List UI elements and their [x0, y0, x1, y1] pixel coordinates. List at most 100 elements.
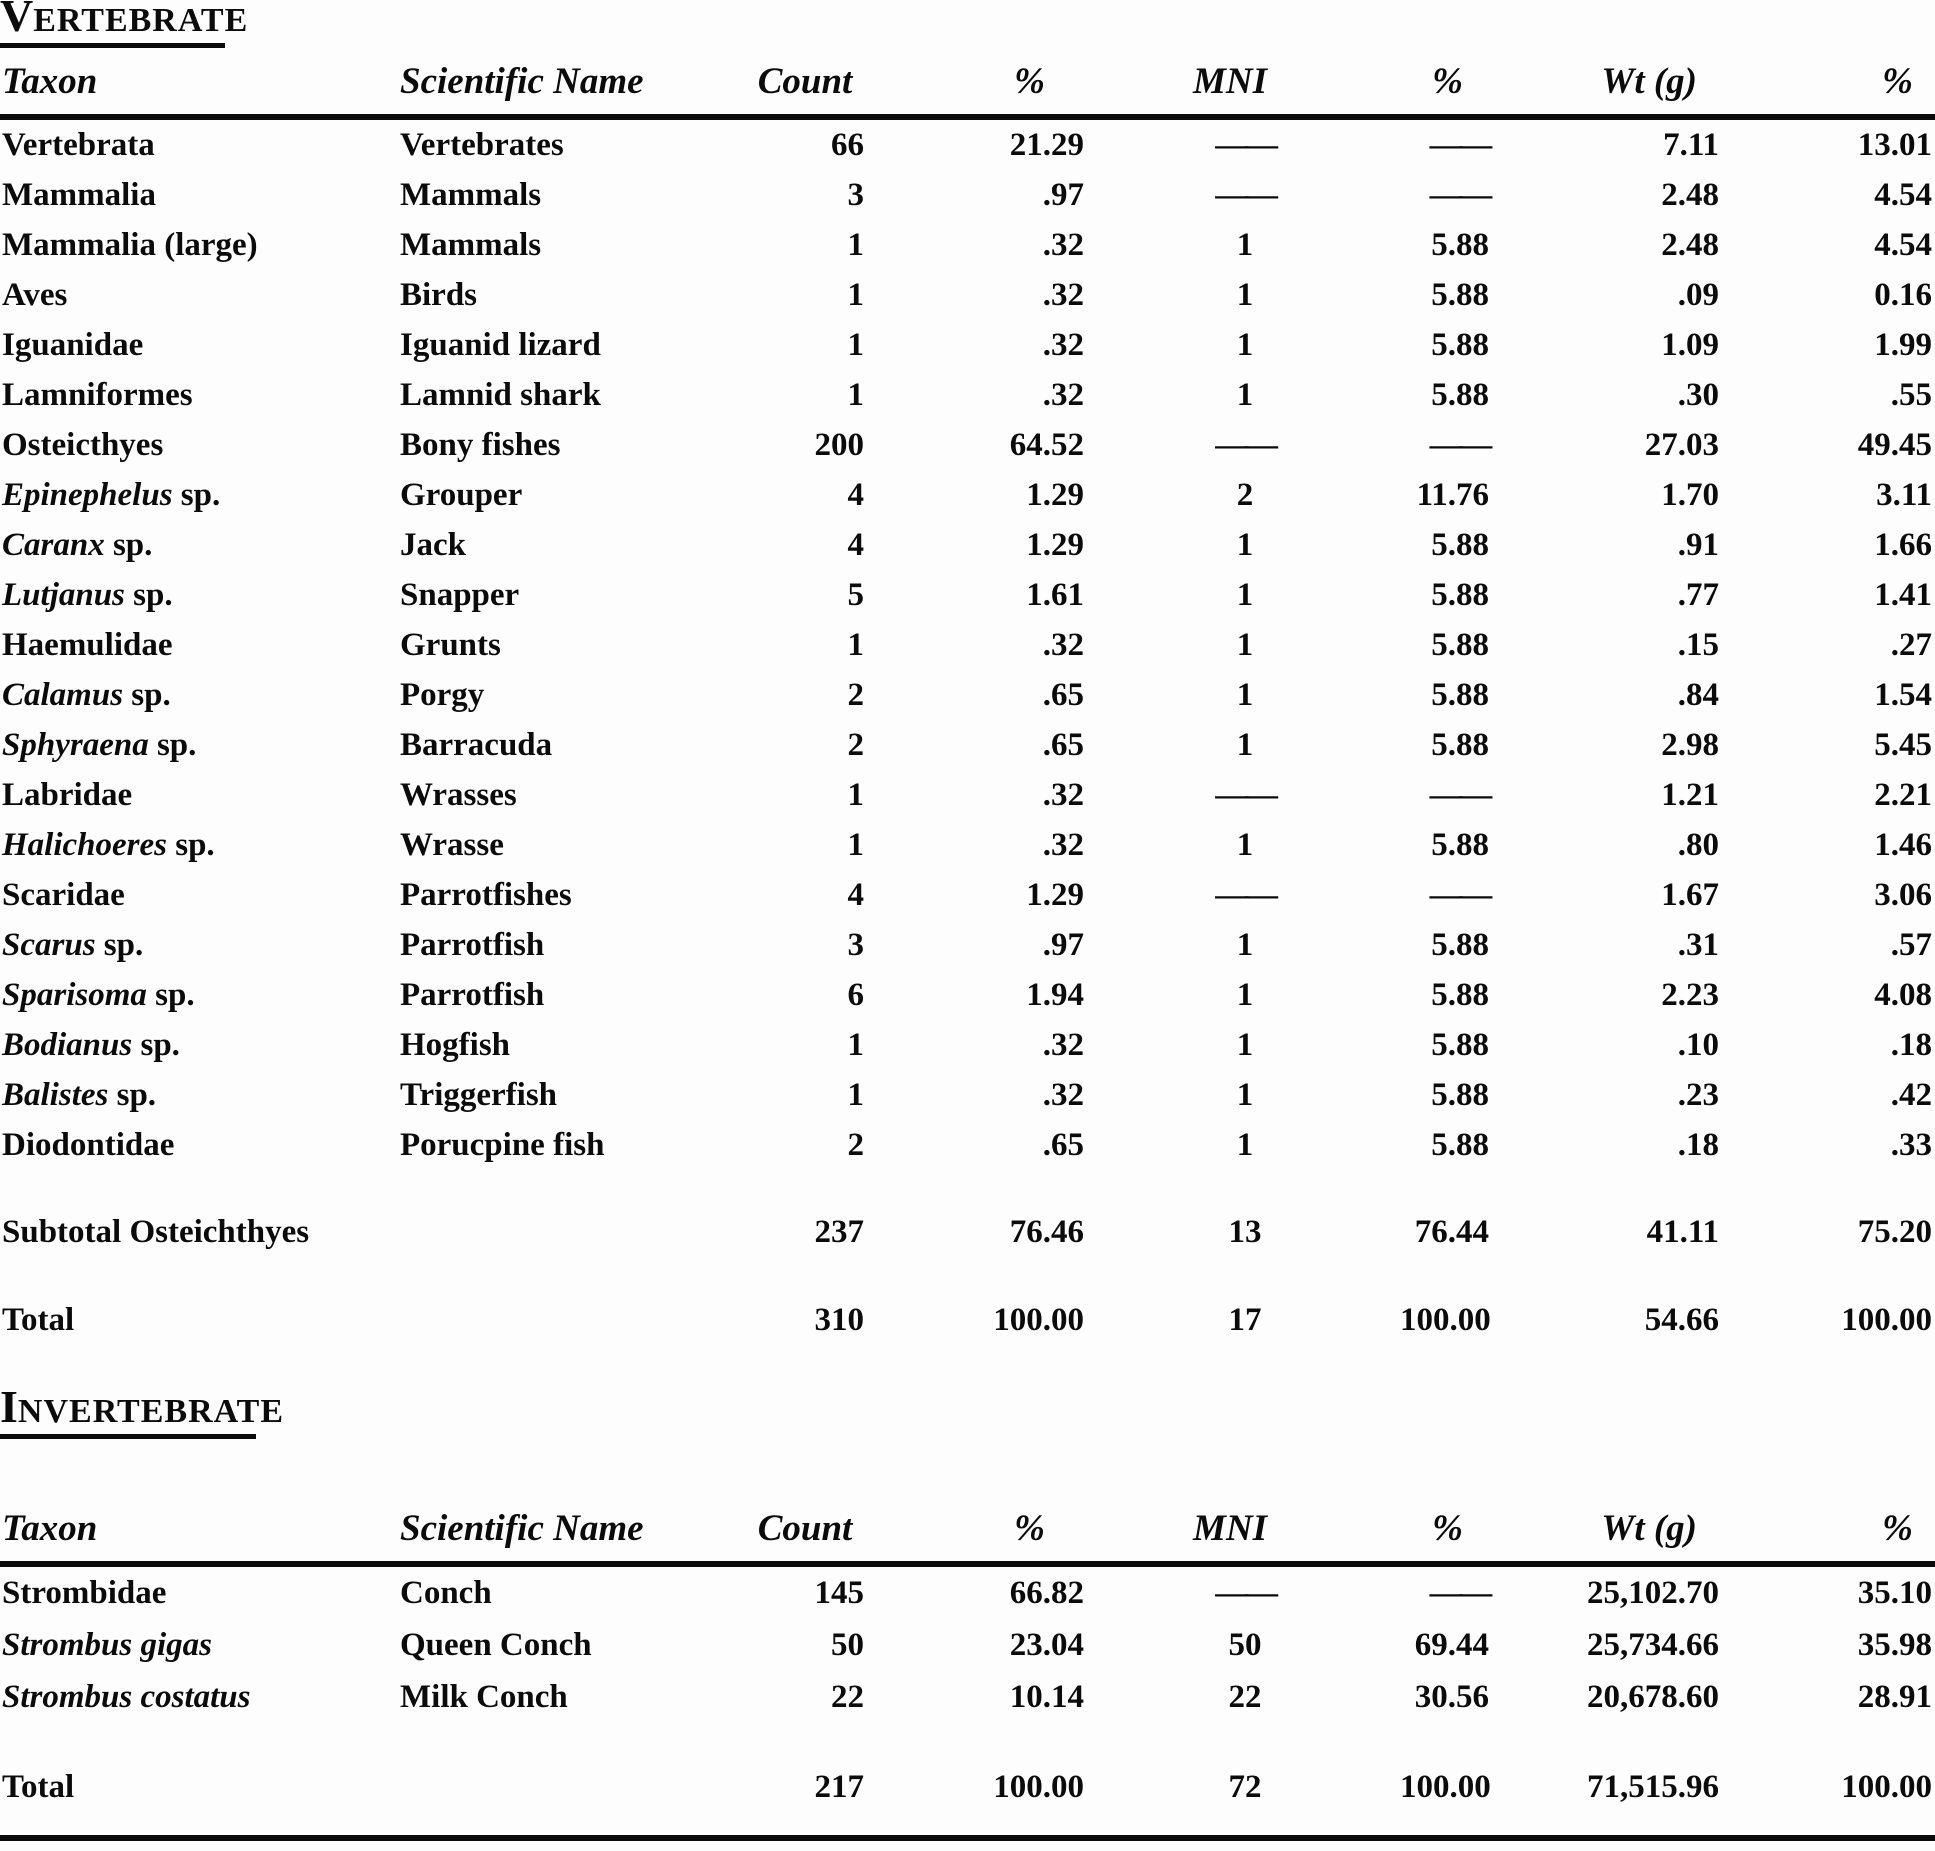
cell-scientific-name: Mammals	[400, 176, 542, 213]
cell-count: 237	[814, 1213, 865, 1250]
cell-count-pct: .32	[1042, 776, 1084, 813]
invertebrate-table: Taxon Scientific Name Count % MNI % Wt (…	[0, 1439, 1935, 1813]
cell-mni: ——	[1090, 170, 1400, 220]
cell-scientific-name	[400, 1258, 740, 1346]
cell-weight-pct: 4.08	[1874, 976, 1932, 1013]
col-header-scientific-name: Scientific Name	[400, 1439, 740, 1567]
no-value-dash: ——	[1429, 1574, 1493, 1611]
cell-weight-pct: 13.01	[1857, 126, 1932, 163]
cell-taxon: Total	[2, 1768, 75, 1805]
cell-count-pct: 66.82	[1009, 1574, 1084, 1611]
table-row: Mammalia Mammals 3 .97 —— —— 2.48 4.54	[0, 170, 1935, 220]
cell-mni-pct: ——	[1400, 1564, 1495, 1619]
section-underline	[0, 1434, 256, 1439]
cell-count: 310	[814, 1301, 865, 1338]
section-title-invertebrate: INVERTEBRATE	[0, 1384, 1935, 1430]
cell-mni: 1	[1236, 326, 1254, 363]
cell-count-pct: 64.52	[1009, 426, 1084, 463]
cell-weight: .31	[1677, 926, 1719, 963]
cell-weight: 27.03	[1644, 426, 1719, 463]
table-row: Scaridae Parrotfishes 4 1.29 —— —— 1.67 3.06	[0, 870, 1935, 920]
cell-taxon: Balistes sp.	[2, 1076, 157, 1113]
cell-count: 5	[847, 576, 865, 613]
no-value-dash: ——	[1215, 426, 1278, 463]
section-title-vertebrate: VERTEBRATE	[0, 0, 1935, 39]
table-row: Scarus sp. Parrotfish 3 .97 1 5.88 .31 .57	[0, 920, 1935, 970]
cell-scientific-name: Conch	[400, 1574, 492, 1611]
table-row: Sparisoma sp. Parrotfish 6 1.94 1 5.88 2.23 4.0…	[0, 970, 1935, 1020]
cell-weight-pct: 5.45	[1874, 726, 1932, 763]
cell-scientific-name: Snapper	[400, 576, 520, 613]
cell-scientific-name: Vertebrates	[400, 126, 564, 163]
cell-mni-pct: 5.88	[1431, 676, 1489, 713]
cell-count: 1	[847, 1026, 865, 1063]
cell-weight: 1.09	[1661, 326, 1719, 363]
cell-mni-pct: 5.88	[1431, 526, 1489, 563]
cell-mni-pct: 5.88	[1431, 1076, 1489, 1113]
cell-mni-pct: 100.00	[1400, 1768, 1491, 1805]
table-row: Lamniformes Lamnid shark 1 .32 1 5.88 .30 .55	[0, 370, 1935, 420]
cell-taxon: Bodianus sp.	[2, 1026, 180, 1063]
cell-taxon: Iguanidae	[2, 326, 144, 363]
cell-weight: 1.67	[1661, 876, 1719, 913]
cell-weight-pct: .42	[1890, 1076, 1932, 1113]
table-row: Labridae Wrasses 1 .32 —— —— 1.21 2.21	[0, 770, 1935, 820]
col-header-count: Count	[740, 1439, 870, 1567]
table-row: Aves Birds 1 .32 1 5.88 .09 0.16	[0, 270, 1935, 320]
cell-count-pct: .32	[1042, 376, 1084, 413]
cell-taxon: Sphyraena sp.	[2, 726, 197, 763]
cell-taxon: Strombus gigas	[2, 1626, 212, 1663]
cell-mni: 1	[1236, 826, 1254, 863]
cell-mni: 1	[1236, 226, 1254, 263]
vertebrate-table: Taxon Scientific Name Count % MNI % Wt (…	[0, 48, 1935, 1346]
cell-scientific-name: Jack	[400, 526, 466, 563]
vertebrate-section: VERTEBRATE Taxon Scientific Name Count %…	[0, 0, 1935, 1346]
cell-weight: .09	[1677, 276, 1719, 313]
cell-mni: ——	[1090, 1564, 1400, 1619]
cell-count: 2	[847, 1126, 865, 1163]
cell-taxon: Strombidae	[2, 1574, 167, 1611]
cell-mni-pct: 5.88	[1431, 226, 1489, 263]
cell-weight: 54.66	[1644, 1301, 1719, 1338]
cell-mni-pct: 5.88	[1431, 1026, 1489, 1063]
cell-scientific-name: Birds	[400, 276, 478, 313]
cell-mni-pct: 5.88	[1431, 726, 1489, 763]
cell-scientific-name	[400, 1723, 740, 1813]
cell-weight: 25,102.70	[1587, 1574, 1719, 1611]
cell-weight: 41.11	[1646, 1213, 1719, 1250]
cell-count: 1	[847, 376, 865, 413]
cell-count: 1	[847, 326, 865, 363]
cell-weight-pct: 1.41	[1874, 576, 1932, 613]
cell-mni-pct: 30.56	[1414, 1678, 1489, 1715]
cell-weight-pct: 1.66	[1874, 526, 1932, 563]
cell-count: 3	[847, 176, 865, 213]
cell-mni: 1	[1236, 726, 1254, 763]
section-title-initial: I	[0, 1381, 18, 1432]
table-row: Caranx sp. Jack 4 1.29 1 5.88 .91 1.66	[0, 520, 1935, 570]
table-bottom-rule	[0, 1835, 1935, 1841]
cell-taxon: Vertebrata	[2, 126, 155, 163]
cell-taxon: Lutjanus sp.	[2, 576, 173, 613]
column-header-row: Taxon Scientific Name Count % MNI % Wt (…	[0, 1439, 1935, 1567]
cell-mni-pct: 5.88	[1431, 1126, 1489, 1163]
cell-count-pct: .65	[1042, 1126, 1084, 1163]
cell-taxon: Mammalia (large)	[2, 226, 258, 263]
cell-weight-pct: 4.54	[1874, 226, 1932, 263]
cell-weight-pct: 0.16	[1874, 276, 1932, 313]
cell-weight-pct: 49.45	[1857, 426, 1932, 463]
cell-count: 1	[847, 226, 865, 263]
cell-mni: 1	[1236, 526, 1254, 563]
cell-count: 1	[847, 1076, 865, 1113]
table-row: Diodontidae Porucpine fish 2 .65 1 5.88 .18 .33	[0, 1120, 1935, 1170]
no-value-dash: ——	[1215, 126, 1278, 163]
cell-mni-pct: 5.88	[1431, 826, 1489, 863]
cell-count: 2	[847, 676, 865, 713]
cell-mni-pct: 69.44	[1414, 1626, 1489, 1663]
cell-taxon: Total	[2, 1301, 75, 1338]
cell-weight: 2.48	[1661, 226, 1719, 263]
cell-count-pct: 1.94	[1026, 976, 1084, 1013]
cell-count-pct: 1.29	[1026, 476, 1084, 513]
section-title-text: ERTEBRATE	[33, 2, 249, 39]
cell-taxon: Caranx sp.	[2, 526, 153, 563]
cell-count-pct: .32	[1042, 1076, 1084, 1113]
